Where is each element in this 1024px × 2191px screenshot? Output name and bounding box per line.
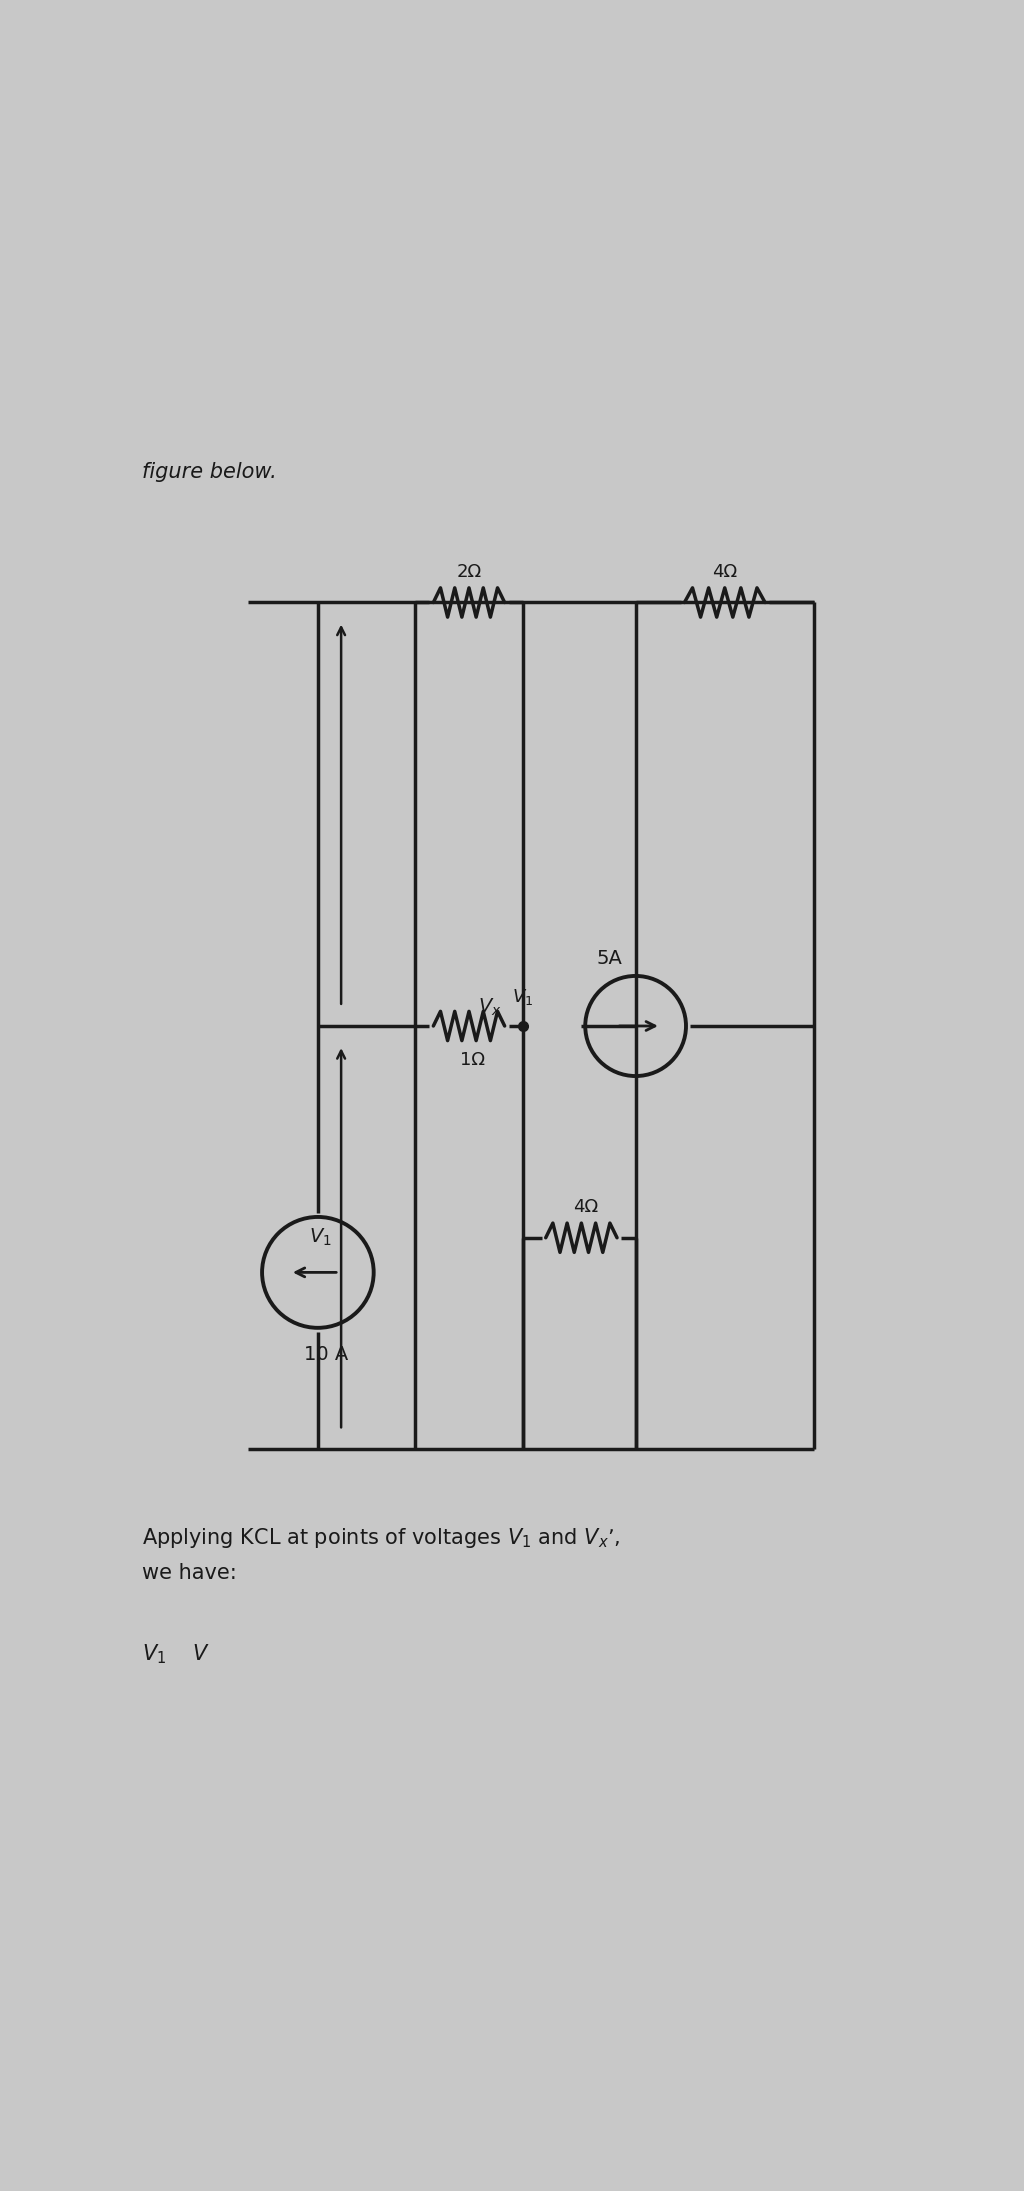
Text: Applying KCL at points of voltages $V_1$ and $V_x$’,
we have:: Applying KCL at points of voltages $V_1$… bbox=[142, 1527, 621, 1584]
Text: $V_1$: $V_1$ bbox=[512, 986, 532, 1006]
Text: 10 A: 10 A bbox=[303, 1345, 348, 1363]
Text: figure below.: figure below. bbox=[142, 462, 276, 482]
Text: 5A: 5A bbox=[597, 949, 623, 968]
Text: 4Ω: 4Ω bbox=[712, 563, 737, 581]
Text: 2Ω: 2Ω bbox=[457, 563, 481, 581]
Text: 4Ω: 4Ω bbox=[572, 1198, 598, 1216]
Text: 1Ω: 1Ω bbox=[461, 1052, 485, 1069]
Text: $V_1$: $V_1$ bbox=[309, 1227, 332, 1249]
Text: $V_1$    $V$: $V_1$ $V$ bbox=[142, 1641, 210, 1665]
Text: $V_x$: $V_x$ bbox=[478, 997, 502, 1019]
